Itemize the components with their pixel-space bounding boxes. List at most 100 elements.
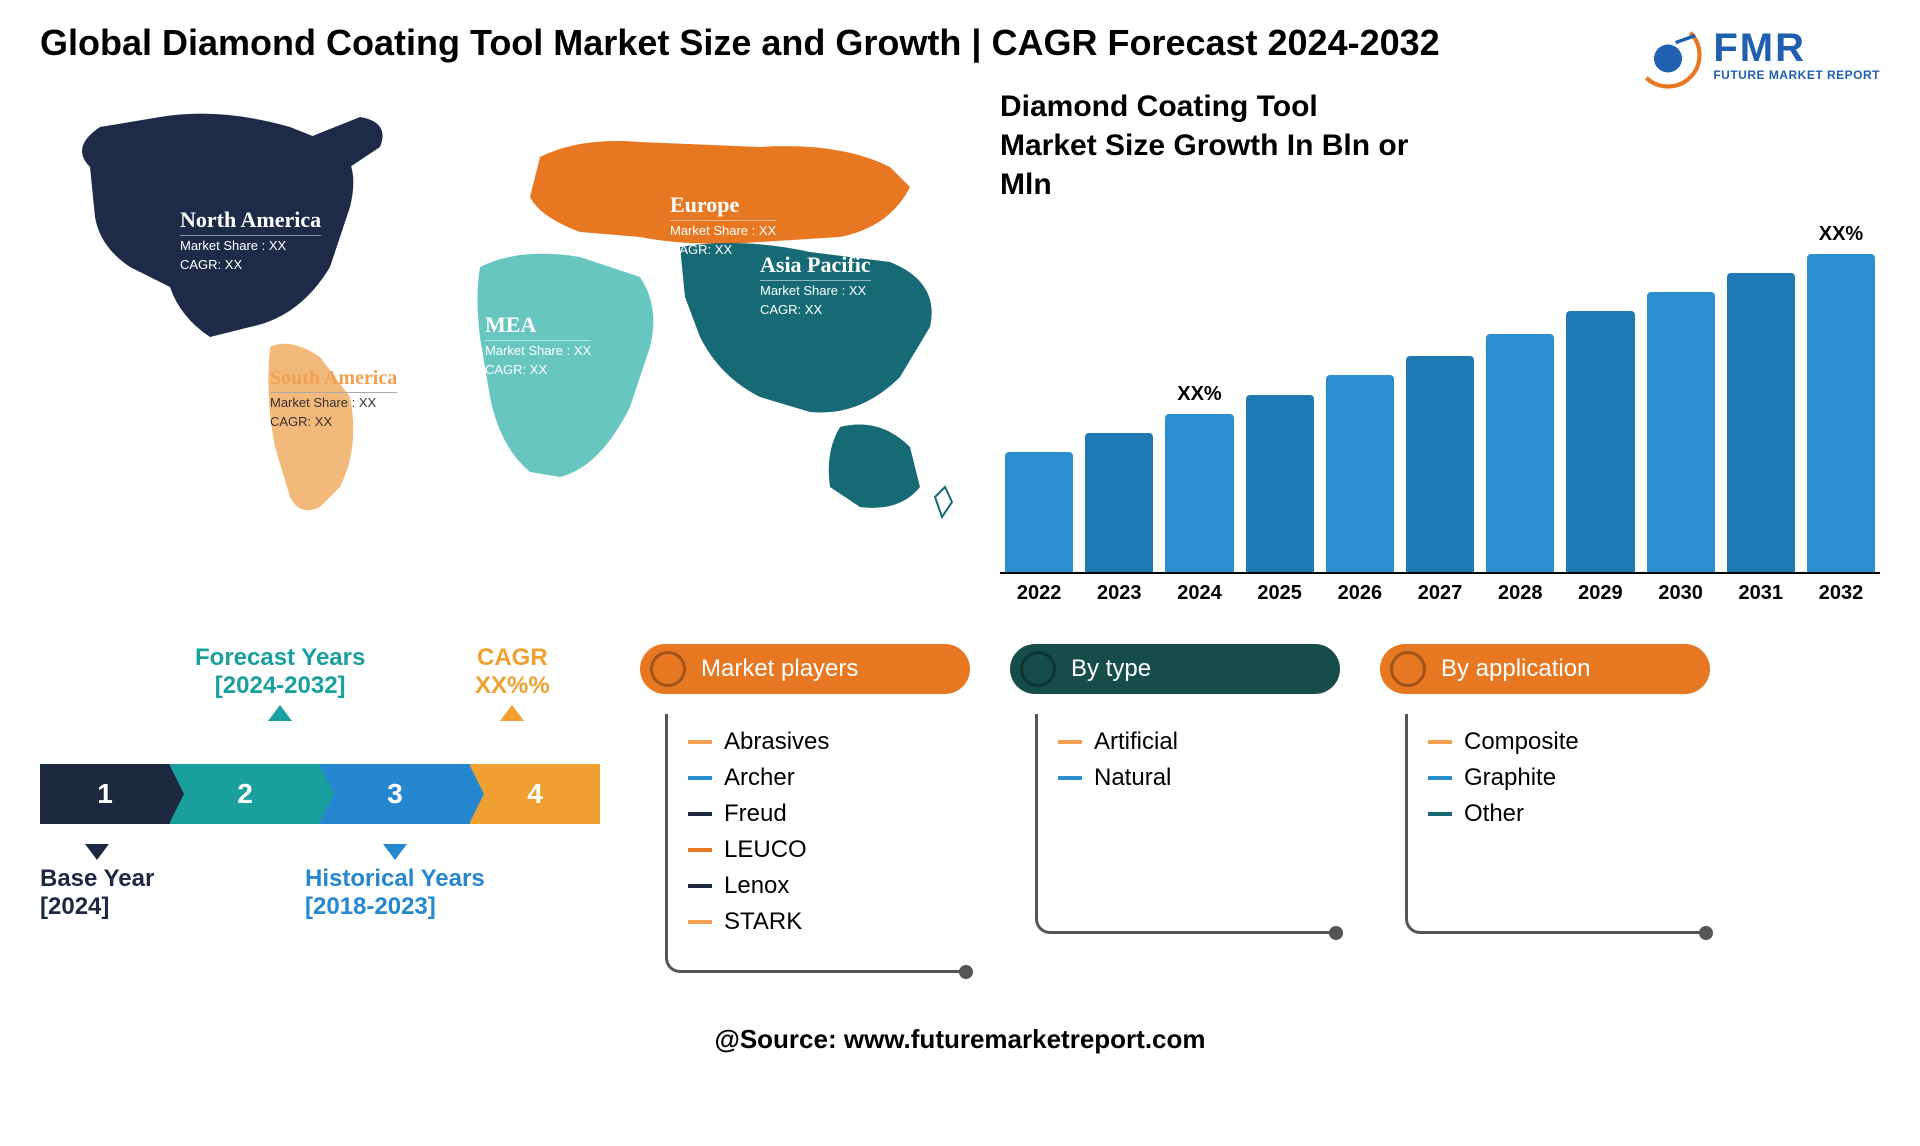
dash-icon: [1428, 776, 1452, 780]
bar: [1406, 356, 1474, 574]
label-south-america: South America Market Share : XX CAGR: XX: [270, 367, 397, 429]
bar: [1246, 395, 1314, 574]
circle-icon: [1390, 651, 1426, 687]
market-players-header: Market players: [640, 644, 970, 694]
bar-wrap: [1727, 273, 1795, 574]
timeline-seg-3: 3: [320, 764, 470, 824]
list-item: Other: [1428, 796, 1700, 832]
dash-icon: [688, 812, 712, 816]
bar-wrap: [1085, 433, 1153, 574]
list-item: Natural: [1058, 760, 1330, 796]
bar: [1165, 414, 1233, 574]
list-item: Graphite: [1428, 760, 1700, 796]
arrow-up-icon: [500, 705, 524, 721]
brand-logo: FMR FUTURE MARKET REPORT: [1633, 20, 1880, 90]
list-item-label: Natural: [1094, 764, 1171, 792]
list-item-label: Archer: [724, 764, 795, 792]
bar: [1085, 433, 1153, 574]
list-item: STARK: [688, 904, 960, 940]
bar: [1005, 452, 1073, 574]
circle-icon: [1020, 651, 1056, 687]
chart-title: Diamond Coating Tool Market Size Growth …: [1000, 87, 1420, 204]
bar-wrap: XX%: [1807, 254, 1875, 574]
timeline-seg-1: 1: [40, 764, 170, 824]
bar-wrap: [1246, 395, 1314, 574]
dash-icon: [688, 920, 712, 924]
historical-label: Historical Years [2018-2023]: [305, 844, 485, 921]
circle-icon: [650, 651, 686, 687]
dash-icon: [688, 848, 712, 852]
world-map: North America Market Share : XX CAGR: XX…: [40, 87, 970, 527]
timeline-seg-4: 4: [470, 764, 600, 824]
bar: [1727, 273, 1795, 574]
list-item-label: LEUCO: [724, 836, 807, 864]
label-mea: MEA Market Share : XX CAGR: XX: [485, 312, 591, 377]
logo-main-text: FMR: [1713, 28, 1880, 68]
dash-icon: [688, 884, 712, 888]
list-item: Abrasives: [688, 724, 960, 760]
bar-wrap: XX%: [1165, 414, 1233, 574]
bar-wrap: [1486, 334, 1554, 574]
base-year-label: Base Year [2024]: [40, 844, 154, 921]
x-label: 2032: [1807, 574, 1875, 614]
by-type-header: By type: [1010, 644, 1340, 694]
annotation-end: XX%: [1819, 223, 1863, 246]
x-label: 2022: [1005, 574, 1073, 614]
market-players-list: Abrasives Archer Freud LEUCO Lenox STARK: [665, 714, 970, 973]
list-item-label: Graphite: [1464, 764, 1556, 792]
logo-icon: [1633, 20, 1703, 90]
arrow-up-icon: [268, 705, 292, 721]
list-item-label: Composite: [1464, 728, 1579, 756]
label-europe: Europe Market Share : XX CAGR: XX: [670, 192, 776, 257]
forecast-label: Forecast Years [2024-2032]: [195, 644, 365, 721]
dash-icon: [688, 740, 712, 744]
list-item-label: Artificial: [1094, 728, 1178, 756]
list-item-label: Lenox: [724, 872, 789, 900]
bar: [1486, 334, 1554, 574]
bar: [1807, 254, 1875, 574]
x-label: 2024: [1165, 574, 1233, 614]
timeline-seg-2: 2: [170, 764, 320, 824]
arrow-down-icon: [383, 844, 407, 860]
market-players-section: Market players Abrasives Archer Freud LEUCO…: [640, 644, 970, 974]
dash-icon: [1428, 740, 1452, 744]
list-item-label: Freud: [724, 800, 787, 828]
dash-icon: [688, 776, 712, 780]
page-title: Global Diamond Coating Tool Market Size …: [40, 20, 1440, 67]
list-item-label: Abrasives: [724, 728, 829, 756]
list-item-label: STARK: [724, 908, 802, 936]
x-label: 2030: [1647, 574, 1715, 614]
by-application-list: Composite Graphite Other: [1405, 714, 1710, 934]
x-label: 2025: [1246, 574, 1314, 614]
by-type-section: By type Artificial Natural: [1010, 644, 1340, 974]
annotation-start: XX%: [1177, 383, 1221, 406]
list-item: Freud: [688, 796, 960, 832]
bar-wrap: [1005, 452, 1073, 574]
header: Global Diamond Coating Tool Market Size …: [40, 20, 1880, 67]
region-nz: [935, 487, 952, 517]
by-application-header: By application: [1380, 644, 1710, 694]
list-item-label: Other: [1464, 800, 1524, 828]
arrow-down-icon: [85, 844, 109, 860]
logo-sub-text: FUTURE MARKET REPORT: [1713, 68, 1880, 82]
list-item: Composite: [1428, 724, 1700, 760]
dash-icon: [1058, 740, 1082, 744]
list-item: LEUCO: [688, 832, 960, 868]
x-label: 2027: [1406, 574, 1474, 614]
bar-chart: XX%XX% 202220232024202520262027202820292…: [1000, 214, 1880, 614]
x-label: 2029: [1566, 574, 1634, 614]
x-label: 2026: [1326, 574, 1394, 614]
bar: [1647, 292, 1715, 574]
dash-icon: [1428, 812, 1452, 816]
list-item: Lenox: [688, 868, 960, 904]
bar-wrap: [1326, 375, 1394, 573]
bar-wrap: [1406, 356, 1474, 574]
timeline-bar: 1 2 3 4: [40, 764, 600, 824]
x-label: 2031: [1727, 574, 1795, 614]
source-text: @Source: www.futuremarketreport.com: [40, 1024, 1880, 1055]
by-application-section: By application Composite Graphite Other: [1380, 644, 1710, 974]
timeline-section: Forecast Years [2024-2032] CAGR XX%% 1 2…: [40, 644, 600, 974]
x-label: 2023: [1085, 574, 1153, 614]
bar-wrap: [1647, 292, 1715, 574]
by-type-list: Artificial Natural: [1035, 714, 1340, 934]
